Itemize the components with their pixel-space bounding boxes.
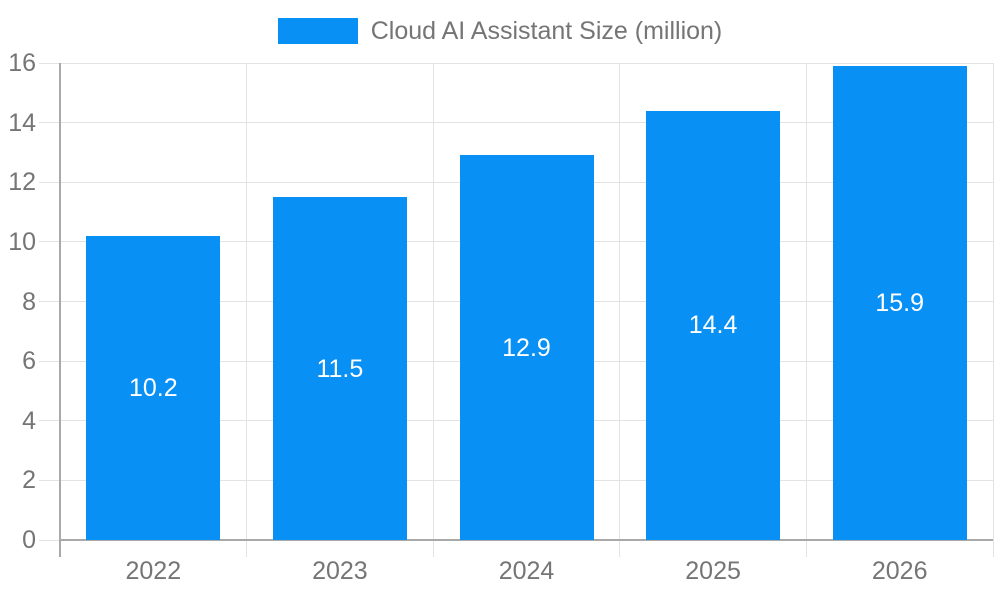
bar-value-label: 12.9 (502, 333, 551, 362)
x-axis-tick (805, 540, 807, 557)
y-axis-tick (39, 241, 60, 243)
gridline-x (619, 63, 621, 540)
gridline-x (246, 63, 248, 540)
gridline-x (432, 63, 434, 540)
gridline-x (992, 63, 994, 540)
chart-legend[interactable]: Cloud AI Assistant Size (million) (0, 16, 1000, 46)
x-axis-tick (432, 540, 434, 557)
gridline-x (805, 63, 807, 540)
y-axis-tick (39, 62, 60, 64)
y-axis-label: 0 (22, 526, 36, 554)
bar-value-label: 10.2 (128, 373, 178, 402)
bar-2024[interactable] (459, 155, 594, 540)
y-axis-tick (39, 539, 60, 541)
x-axis-label: 2024 (498, 557, 555, 585)
y-axis-label: 16 (8, 49, 36, 77)
y-axis-tick (39, 360, 60, 362)
x-axis-tick (992, 540, 994, 557)
bar-value-label: 15.9 (875, 288, 925, 317)
bar-value-label: 14.4 (688, 311, 738, 340)
bar-2022[interactable] (86, 235, 221, 540)
y-axis-tick (39, 420, 60, 422)
gridline-y (60, 122, 993, 124)
x-axis-tick (619, 540, 621, 557)
y-axis-tick (39, 301, 60, 302)
y-axis-label: 8 (22, 287, 36, 316)
x-axis-tick (246, 540, 248, 557)
bar-2023[interactable] (272, 197, 407, 540)
y-axis-tick (39, 181, 60, 183)
x-axis-label: 2023 (312, 557, 368, 585)
x-axis-label: 2022 (125, 557, 182, 585)
y-axis-label: 2 (22, 466, 36, 495)
y-axis-tick (39, 122, 60, 124)
y-axis-label: 10 (8, 227, 36, 256)
x-axis-label: 2026 (871, 557, 928, 585)
y-axis-label: 12 (8, 168, 36, 197)
y-axis-tick (39, 479, 60, 481)
bar-2025[interactable] (646, 110, 781, 540)
gridline-y (60, 62, 993, 64)
bar-2026[interactable] (832, 65, 967, 540)
y-axis-label: 4 (22, 406, 36, 435)
y-axis-label: 14 (8, 108, 36, 137)
x-axis-label: 2025 (685, 557, 741, 585)
bar-value-label: 11.5 (316, 354, 364, 383)
y-axis-line (59, 63, 61, 557)
legend-label: Cloud AI Assistant Size (million) (370, 16, 723, 45)
y-axis-label: 6 (22, 347, 36, 376)
legend-swatch (277, 18, 358, 44)
x-axis-line (59, 539, 993, 541)
